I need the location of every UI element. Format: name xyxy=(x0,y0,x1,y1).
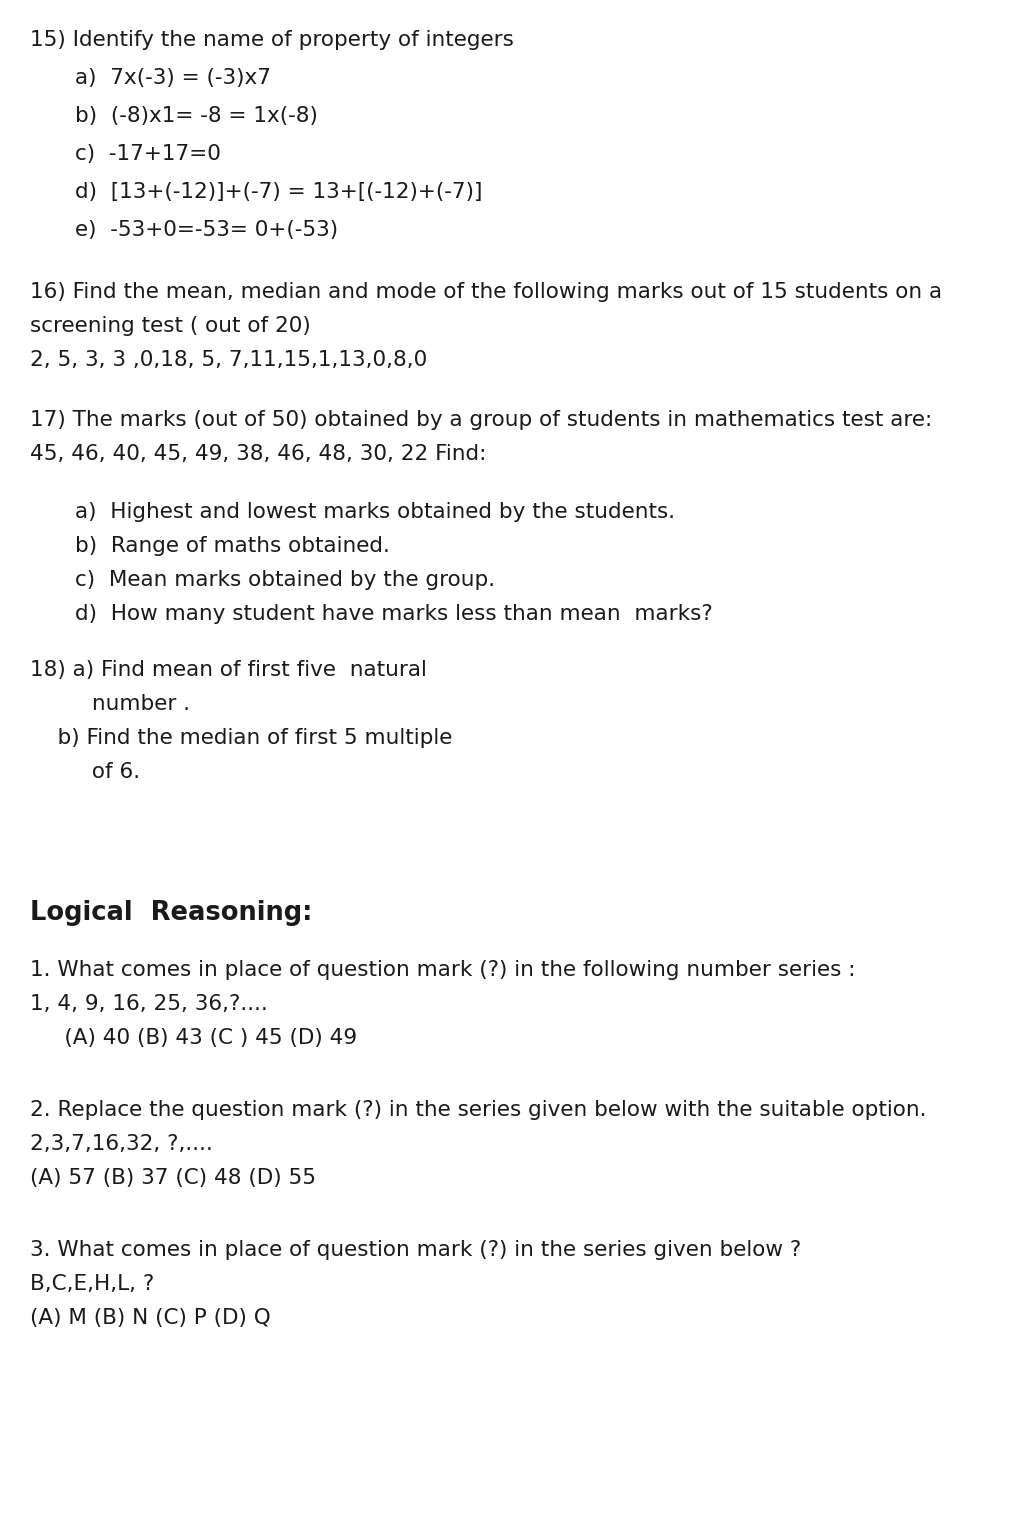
Text: 18) a) Find mean of first five  natural: 18) a) Find mean of first five natural xyxy=(30,660,427,680)
Text: 2. Replace the question mark (?) in the series given below with the suitable opt: 2. Replace the question mark (?) in the … xyxy=(30,1100,927,1120)
Text: number .: number . xyxy=(30,694,190,714)
Text: (A) M (B) N (C) P (D) Q: (A) M (B) N (C) P (D) Q xyxy=(30,1309,270,1329)
Text: e)  -53+0=-53= 0+(-53): e) -53+0=-53= 0+(-53) xyxy=(75,220,338,240)
Text: 1. What comes in place of question mark (?) in the following number series :: 1. What comes in place of question mark … xyxy=(30,960,855,980)
Text: a)  7x(-3) = (-3)x7: a) 7x(-3) = (-3)x7 xyxy=(75,68,271,88)
Text: 2,3,7,16,32, ?,....: 2,3,7,16,32, ?,.... xyxy=(30,1134,213,1154)
Text: b) Find the median of first 5 multiple: b) Find the median of first 5 multiple xyxy=(30,728,453,748)
Text: 2, 5, 3, 3 ,0,18, 5, 7,11,15,1,13,0,8,0: 2, 5, 3, 3 ,0,18, 5, 7,11,15,1,13,0,8,0 xyxy=(30,350,427,370)
Text: of 6.: of 6. xyxy=(30,762,140,782)
Text: d)  [13+(-12)]+(-7) = 13+[(-12)+(-7)]: d) [13+(-12)]+(-7) = 13+[(-12)+(-7)] xyxy=(75,181,482,203)
Text: d)  How many student have marks less than mean  marks?: d) How many student have marks less than… xyxy=(75,604,713,624)
Text: (A) 40 (B) 43 (C ) 45 (D) 49: (A) 40 (B) 43 (C ) 45 (D) 49 xyxy=(30,1028,357,1048)
Text: screening test ( out of 20): screening test ( out of 20) xyxy=(30,316,310,336)
Text: (A) 57 (B) 37 (C) 48 (D) 55: (A) 57 (B) 37 (C) 48 (D) 55 xyxy=(30,1167,316,1187)
Text: 45, 46, 40, 45, 49, 38, 46, 48, 30, 22 Find:: 45, 46, 40, 45, 49, 38, 46, 48, 30, 22 F… xyxy=(30,444,486,464)
Text: 1, 4, 9, 16, 25, 36,?....: 1, 4, 9, 16, 25, 36,?.... xyxy=(30,994,268,1014)
Text: b)  Range of maths obtained.: b) Range of maths obtained. xyxy=(75,536,390,556)
Text: B,C,E,H,L, ?: B,C,E,H,L, ? xyxy=(30,1273,155,1293)
Text: 3. What comes in place of question mark (?) in the series given below ?: 3. What comes in place of question mark … xyxy=(30,1240,801,1260)
Text: c)  -17+17=0: c) -17+17=0 xyxy=(75,144,221,164)
Text: b)  (-8)x1= -8 = 1x(-8): b) (-8)x1= -8 = 1x(-8) xyxy=(75,106,317,126)
Text: 16) Find the mean, median and mode of the following marks out of 15 students on : 16) Find the mean, median and mode of th… xyxy=(30,283,942,303)
Text: 17) The marks (out of 50) obtained by a group of students in mathematics test ar: 17) The marks (out of 50) obtained by a … xyxy=(30,410,932,430)
Text: Logical  Reasoning:: Logical Reasoning: xyxy=(30,900,312,926)
Text: c)  Mean marks obtained by the group.: c) Mean marks obtained by the group. xyxy=(75,570,496,590)
Text: a)  Highest and lowest marks obtained by the students.: a) Highest and lowest marks obtained by … xyxy=(75,502,675,522)
Text: 15) Identify the name of property of integers: 15) Identify the name of property of int… xyxy=(30,31,514,51)
